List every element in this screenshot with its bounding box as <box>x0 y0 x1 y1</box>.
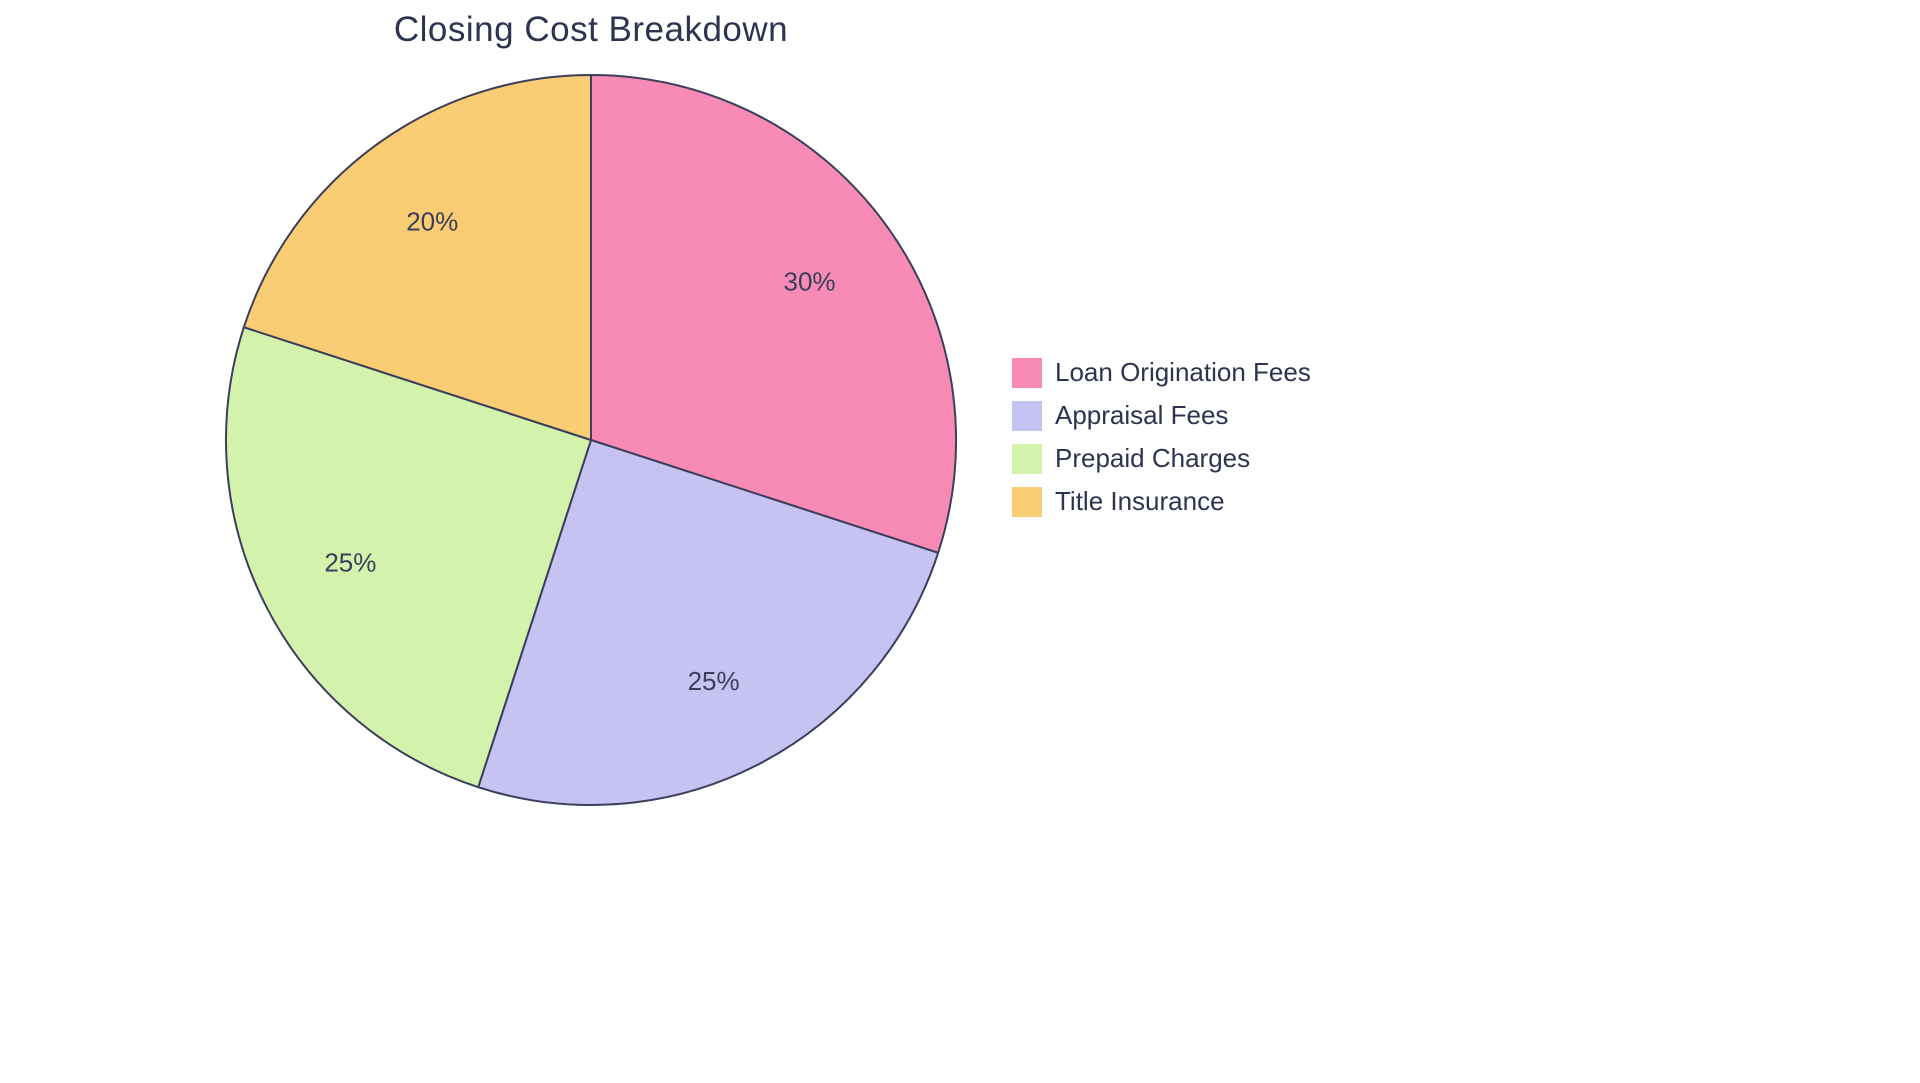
legend-label-appraisal-fees: Appraisal Fees <box>1055 400 1229 430</box>
legend-item-appraisal-fees: Appraisal Fees <box>1012 394 1311 437</box>
legend-label-title-insurance: Title Insurance <box>1055 486 1225 516</box>
legend-item-title-insurance: Title Insurance <box>1012 480 1311 523</box>
legend-swatch-prepaid-charges <box>1012 443 1042 474</box>
pie-slice-appraisal-fees <box>477 439 940 806</box>
legend-item-loan-origination-fees: Loan Origination Fees <box>1012 351 1311 394</box>
legend-swatch-title-insurance <box>1012 486 1042 517</box>
pie-slice-prepaid-charges <box>225 326 592 789</box>
chart-title: Closing Cost Breakdown <box>393 10 789 49</box>
chart-legend: Loan Origination Fees Appraisal Fees Prepa… <box>1012 351 1311 523</box>
legend-swatch-appraisal-fees <box>1012 400 1042 431</box>
legend-item-prepaid-charges: Prepaid Charges <box>1012 437 1311 480</box>
pie-slice-label-appraisal-fees: 25% <box>688 666 740 696</box>
pie-slice-label-prepaid-charges: 25% <box>324 548 376 578</box>
pie-slice-loan-origination-fees <box>590 74 957 554</box>
legend-label-loan-origination-fees: Loan Origination Fees <box>1055 357 1311 387</box>
pie-slice-title-insurance <box>242 74 592 441</box>
legend-swatch-loan-origination-fees <box>1012 357 1042 388</box>
pie-slice-label-loan-origination-fees: 30% <box>783 266 835 296</box>
pie-slice-label-title-insurance: 20% <box>406 207 458 237</box>
legend-label-prepaid-charges: Prepaid Charges <box>1055 443 1251 473</box>
